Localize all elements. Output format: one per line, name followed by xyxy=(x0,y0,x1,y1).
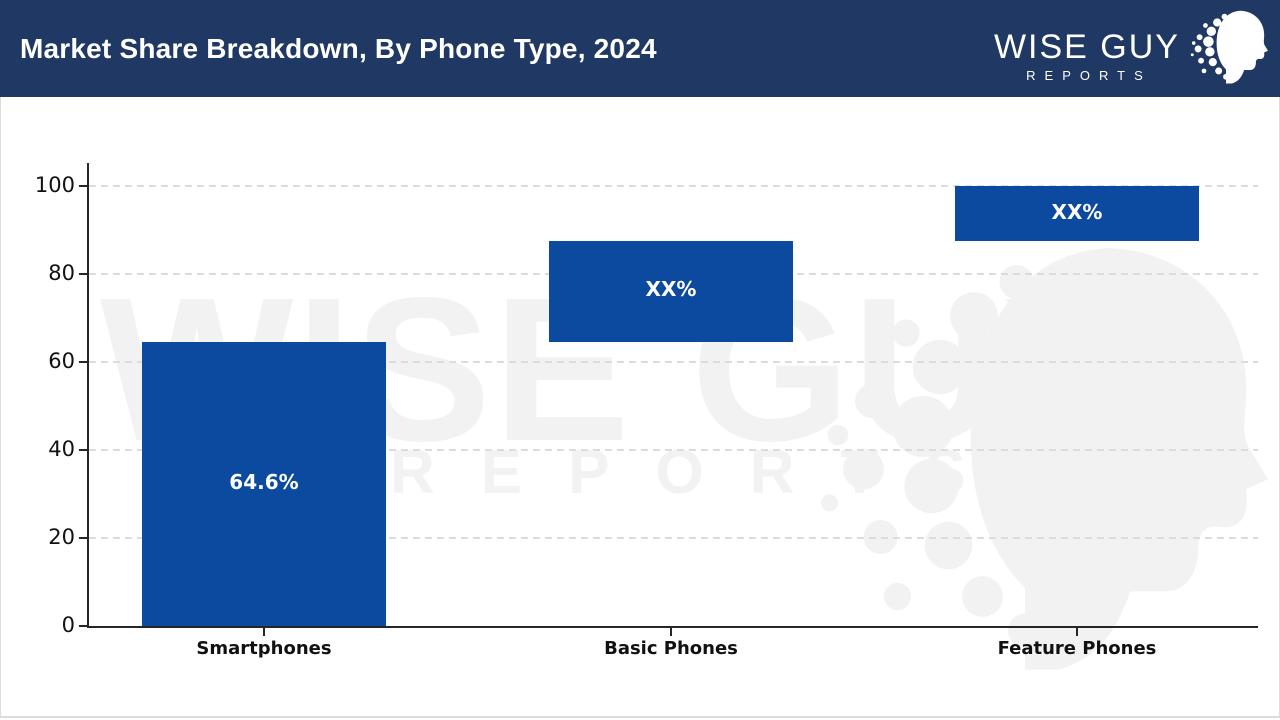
left-border xyxy=(0,97,1,717)
x-tick-1 xyxy=(670,628,672,636)
logo-reports-label: REPORTS xyxy=(1026,68,1152,83)
y-tick-60 xyxy=(79,361,87,363)
bar-value-label: 64.6% xyxy=(229,469,299,494)
y-tick-0 xyxy=(79,625,87,627)
bar-smartphones xyxy=(142,341,386,626)
gridline-y100 xyxy=(89,185,1258,187)
bar-value-label: XX% xyxy=(645,277,697,302)
chart-title: Market Share Breakdown, By Phone Type, 2… xyxy=(20,32,657,64)
y-axis-line xyxy=(87,163,89,628)
y-tick-label-80: 80 xyxy=(48,261,75,285)
bottom-rule xyxy=(0,716,1280,718)
y-tick-20 xyxy=(79,537,87,539)
header-bar: Market Share Breakdown, By Phone Type, 2… xyxy=(0,0,1280,97)
x-axis-line xyxy=(87,626,1258,628)
x-tick-label-1: Basic Phones xyxy=(604,638,738,659)
gridline-y60 xyxy=(89,361,1258,363)
wise-guy-reports-logo: WISE GUY REPORTS xyxy=(994,6,1270,86)
x-tick-label-0: Smartphones xyxy=(196,638,332,659)
x-tick-label-2: Feature Phones xyxy=(997,638,1157,659)
y-tick-label-0: 0 xyxy=(61,613,75,637)
logo-text: WISE GUY REPORTS xyxy=(994,30,1180,83)
y-tick-label-60: 60 xyxy=(48,349,75,373)
bar-feature-phones xyxy=(955,186,1199,241)
logo-wise-guy-label: WISE GUY xyxy=(993,28,1180,66)
y-tick-label-20: 20 xyxy=(48,525,75,549)
y-tick-100 xyxy=(79,185,87,187)
gridline-y20 xyxy=(89,537,1258,539)
x-tick-0 xyxy=(263,628,265,636)
y-tick-label-100: 100 xyxy=(34,173,75,197)
bar-basic-phones xyxy=(549,241,793,342)
y-tick-40 xyxy=(79,449,87,451)
y-tick-label-40: 40 xyxy=(48,437,75,461)
x-tick-2 xyxy=(1076,628,1078,636)
bar-value-label: XX% xyxy=(1051,199,1103,224)
logo-head-icon xyxy=(1190,10,1268,84)
gridline-y40 xyxy=(89,449,1258,451)
y-tick-80 xyxy=(79,273,87,275)
watermark-head-logo-icon xyxy=(821,248,1269,670)
